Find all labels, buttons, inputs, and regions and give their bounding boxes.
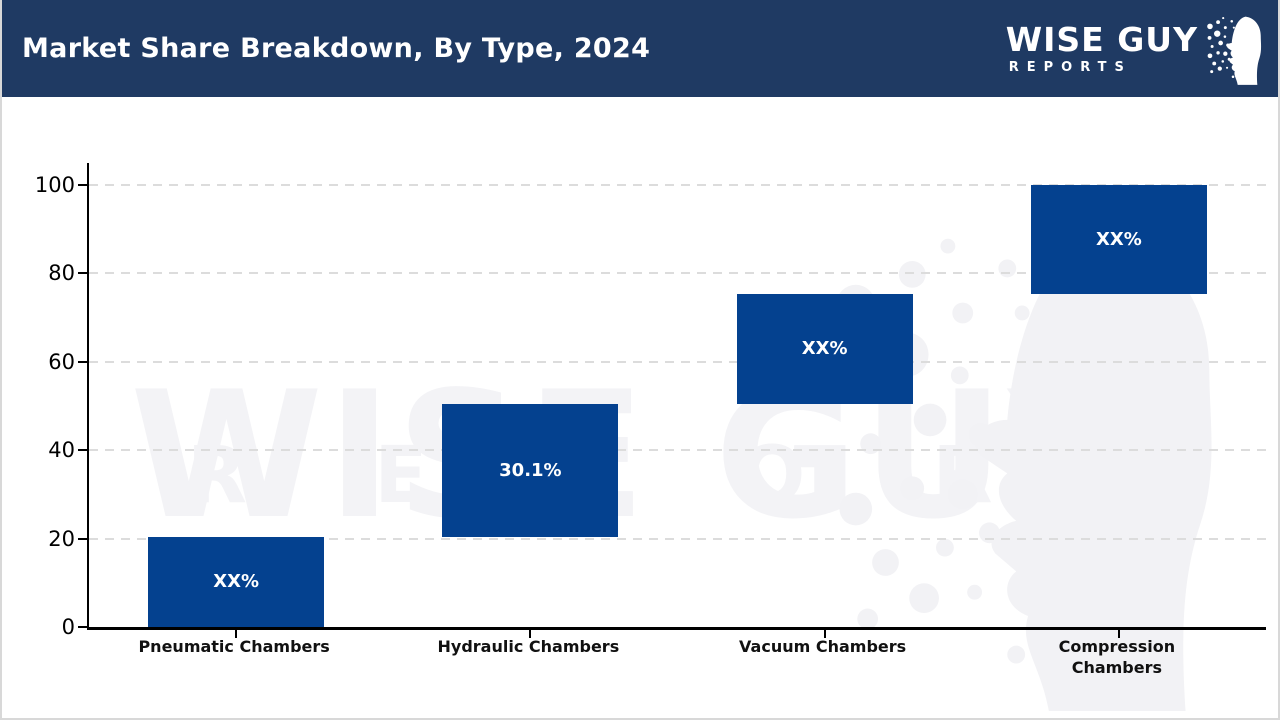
x-category-label: Hydraulic Chambers <box>437 637 620 656</box>
y-tick-label: 60 <box>48 349 75 374</box>
bar-pneumatic-chambers: XX% <box>148 536 325 627</box>
wise-guy-logo: WISE GUY REPORTS <box>1006 11 1268 87</box>
logo-wordmark: WISE GUY <box>1005 19 1198 59</box>
bar-value-label: XX% <box>213 571 260 593</box>
logo-dotted-face-icon <box>1204 11 1268 87</box>
y-tick-label: 100 <box>34 173 75 198</box>
y-tick-mark <box>78 184 87 187</box>
header-bar: Market Share Breakdown, By Type, 2024 WI… <box>2 0 1278 97</box>
y-tick-label: 0 <box>61 615 75 639</box>
plot-area: 0 20 40 60 80 100 XX% 30.1% XX% XX% <box>35 163 1266 638</box>
x-tick-mark <box>1117 630 1120 638</box>
y-tick-mark <box>78 360 87 363</box>
logo-subtitle: REPORTS <box>1008 59 1132 75</box>
gridline-60 <box>89 360 1266 363</box>
x-tick-mark <box>823 630 826 638</box>
x-category-label: Vacuum Chambers <box>739 637 907 656</box>
y-tick-label: 20 <box>48 526 75 551</box>
watermark-wordmark: WISE GUY <box>130 355 1140 558</box>
y-tick-mark <box>78 449 87 452</box>
x-category-label: Compression Chambers <box>1058 637 1176 677</box>
y-tick-mark <box>78 626 87 628</box>
gridline-100 <box>89 184 1266 187</box>
bar-value-label: 30.1% <box>499 459 562 481</box>
bar-vacuum-chambers: XX% <box>736 293 913 404</box>
y-tick-mark <box>78 272 87 275</box>
bar-value-label: XX% <box>801 338 848 360</box>
gridline-40 <box>89 449 1266 452</box>
x-category-label: Pneumatic Chambers <box>138 637 330 656</box>
y-tick-mark <box>78 537 87 540</box>
bar-value-label: XX% <box>1095 228 1142 250</box>
y-tick-label: 80 <box>48 261 75 286</box>
x-tick-mark <box>235 630 238 638</box>
page-title: Market Share Breakdown, By Type, 2024 <box>22 33 651 64</box>
gridline-20 <box>89 537 1266 540</box>
gridline-80 <box>89 272 1266 275</box>
y-tick-label: 40 <box>48 438 75 463</box>
chart-area: WISE GUY R E P O R T S 020406080100XX%30… <box>2 97 1278 716</box>
bar-hydraulic-chambers: 30.1% <box>442 403 619 537</box>
x-tick-mark <box>529 630 532 638</box>
bar-compression-chambers: XX% <box>1030 185 1207 294</box>
